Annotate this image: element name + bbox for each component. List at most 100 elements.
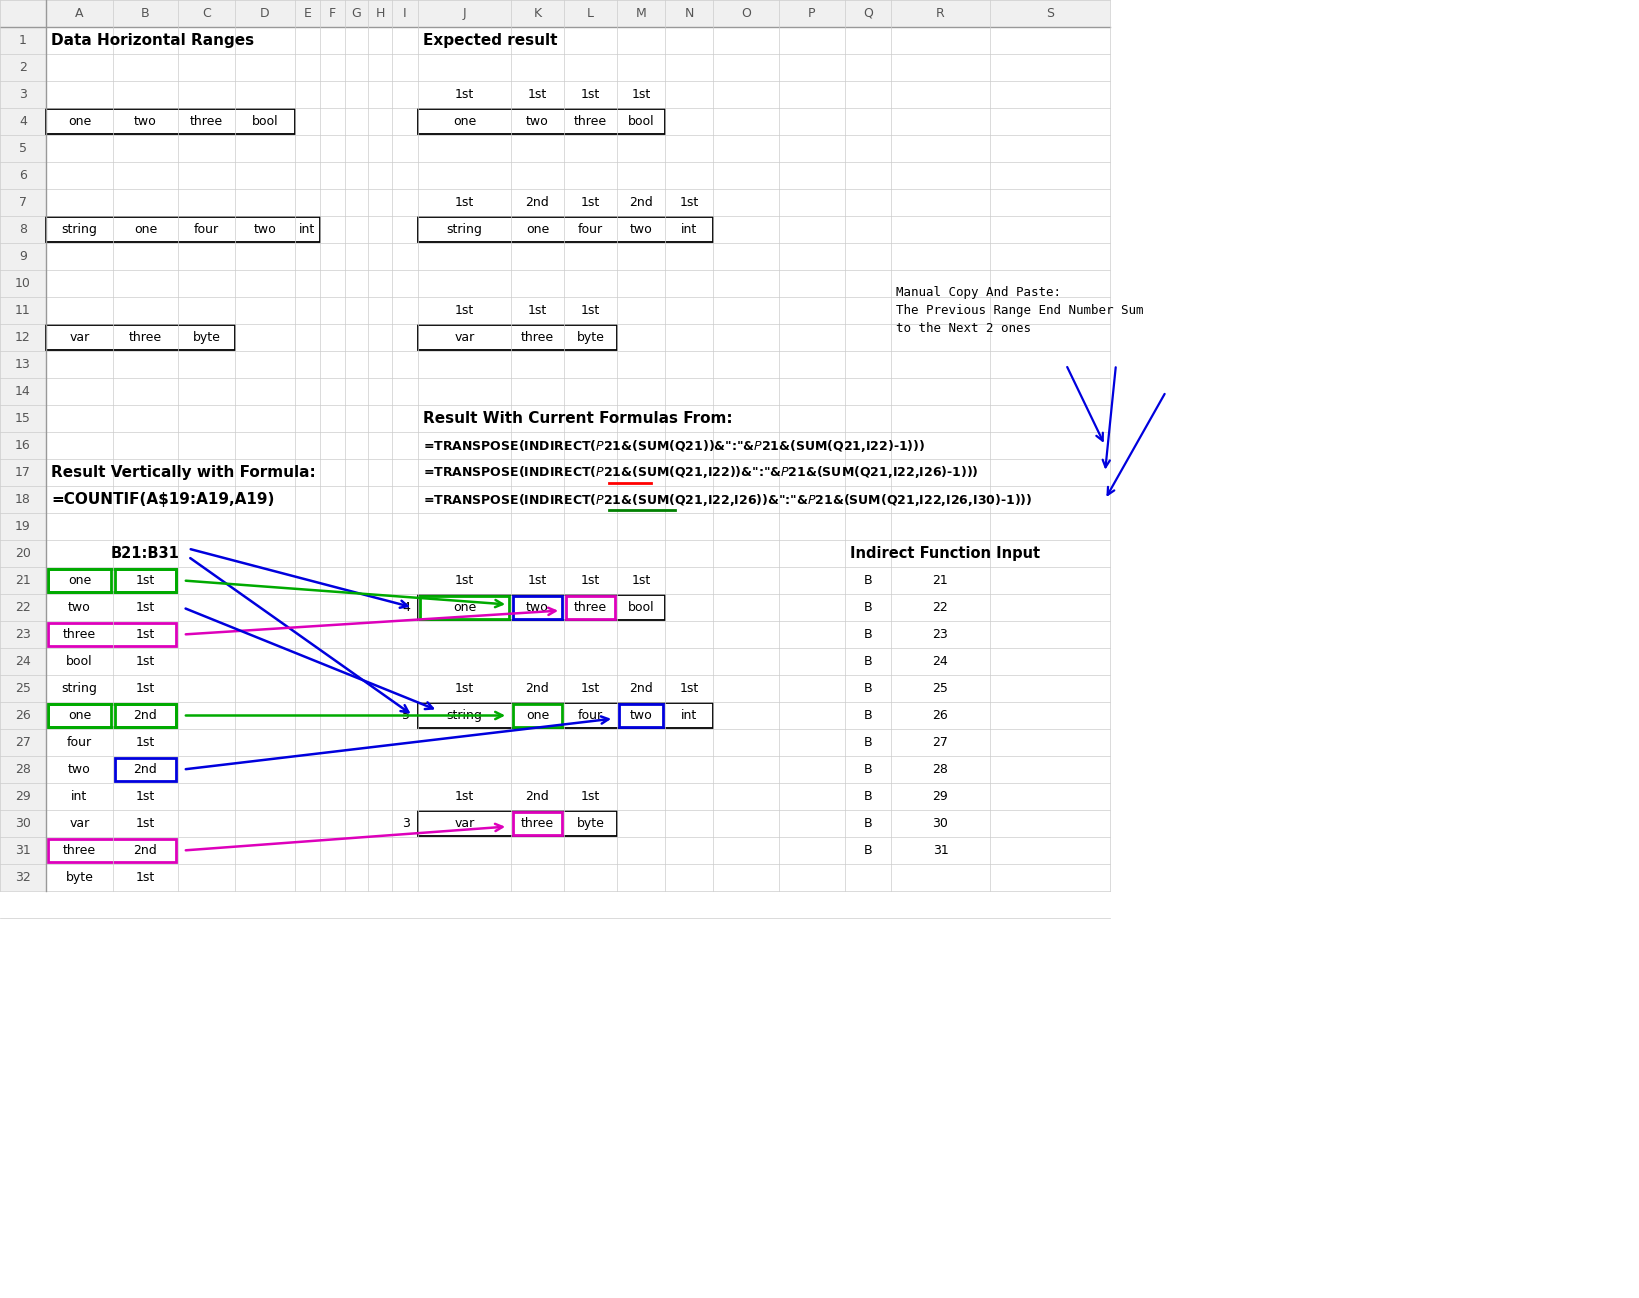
Text: P: P <box>808 6 815 19</box>
Text: B: B <box>864 628 872 641</box>
Text: 21: 21 <box>15 574 31 587</box>
Bar <box>0 378 46 405</box>
Text: 25: 25 <box>933 681 947 694</box>
Bar <box>420 596 508 619</box>
Text: two: two <box>629 709 652 722</box>
Text: 1st: 1st <box>454 790 474 803</box>
Text: O: O <box>741 6 751 19</box>
Text: 2nd: 2nd <box>133 709 157 722</box>
Bar <box>513 596 562 619</box>
Text: Result Vertically with Formula:: Result Vertically with Formula: <box>51 465 316 480</box>
Text: byte: byte <box>66 871 93 884</box>
Bar <box>513 813 562 835</box>
Bar <box>0 864 46 890</box>
Bar <box>0 243 46 270</box>
Bar <box>0 297 46 324</box>
Text: 1st: 1st <box>580 790 600 803</box>
Bar <box>0 620 46 648</box>
Text: 1st: 1st <box>679 681 698 694</box>
Text: 4: 4 <box>20 116 26 129</box>
Text: two: two <box>629 223 652 236</box>
Text: 2nd: 2nd <box>526 790 549 803</box>
Text: 26: 26 <box>933 709 947 722</box>
Text: Indirect Function Input: Indirect Function Input <box>849 546 1039 561</box>
Text: 13: 13 <box>15 358 31 371</box>
Text: one: one <box>134 223 157 236</box>
Text: three: three <box>521 816 554 829</box>
Text: 1st: 1st <box>136 655 156 668</box>
Text: Manual Copy And Paste:
The Previous Range End Number Sum
to the Next 2 ones: Manual Copy And Paste: The Previous Rang… <box>895 286 1142 335</box>
Text: 8: 8 <box>20 223 26 236</box>
Text: bool: bool <box>628 116 654 129</box>
Bar <box>0 0 1110 27</box>
Text: string: string <box>62 223 97 236</box>
Text: B: B <box>864 763 872 776</box>
Text: 27: 27 <box>15 736 31 749</box>
Text: 2nd: 2nd <box>526 681 549 694</box>
Bar <box>0 755 46 783</box>
Text: 18: 18 <box>15 493 31 506</box>
Bar <box>0 55 46 80</box>
Text: 14: 14 <box>15 386 31 398</box>
Text: 28: 28 <box>933 763 947 776</box>
Text: 1st: 1st <box>528 88 547 101</box>
Text: Result With Current Formulas From:: Result With Current Formulas From: <box>423 411 733 426</box>
Text: K: K <box>533 6 541 19</box>
Bar <box>0 80 46 108</box>
Text: F: F <box>329 6 336 19</box>
Text: I: I <box>403 6 406 19</box>
Text: 5: 5 <box>20 141 26 154</box>
Text: 1st: 1st <box>580 88 600 101</box>
Bar <box>0 108 46 135</box>
Bar <box>0 485 46 513</box>
Text: two: two <box>254 223 277 236</box>
Text: B: B <box>864 574 872 587</box>
Text: 5: 5 <box>402 709 410 722</box>
Text: two: two <box>526 116 549 129</box>
Bar <box>0 270 46 297</box>
Text: bool: bool <box>251 116 279 129</box>
Text: string: string <box>446 223 482 236</box>
Text: one: one <box>67 709 92 722</box>
Text: A: A <box>75 6 84 19</box>
Text: bool: bool <box>628 601 654 614</box>
Text: =TRANSPOSE(INDIRECT($P$21&(SUM(Q21,I22))&":"&$P$21&(SUM(Q21,I22,I26)-1))): =TRANSPOSE(INDIRECT($P$21&(SUM(Q21,I22))… <box>423 465 978 480</box>
Text: one: one <box>452 116 475 129</box>
Text: three: three <box>574 601 606 614</box>
Bar <box>0 675 46 702</box>
Bar <box>48 704 111 727</box>
Text: 2nd: 2nd <box>629 681 652 694</box>
Text: var: var <box>69 816 90 829</box>
Text: 2nd: 2nd <box>526 196 549 209</box>
Text: int: int <box>680 223 697 236</box>
Bar <box>0 135 46 162</box>
Text: 1st: 1st <box>454 681 474 694</box>
Bar <box>46 217 320 241</box>
Text: three: three <box>190 116 223 129</box>
Bar <box>0 648 46 675</box>
Text: 6: 6 <box>20 169 26 182</box>
Bar <box>0 350 46 378</box>
Text: 1st: 1st <box>528 574 547 587</box>
Text: M: M <box>636 6 646 19</box>
Text: 1st: 1st <box>136 628 156 641</box>
Text: 1st: 1st <box>454 196 474 209</box>
Bar <box>0 459 46 485</box>
Bar <box>0 729 46 755</box>
Text: E: E <box>303 6 311 19</box>
Text: 22: 22 <box>933 601 947 614</box>
Text: 24: 24 <box>933 655 947 668</box>
Text: 30: 30 <box>933 816 947 829</box>
Text: 30: 30 <box>15 816 31 829</box>
Text: 23: 23 <box>15 628 31 641</box>
Text: 7: 7 <box>20 196 26 209</box>
Text: =COUNTIF(A$19:A19,A19): =COUNTIF(A$19:A19,A19) <box>51 492 274 508</box>
Bar <box>48 569 175 592</box>
Text: 29: 29 <box>15 790 31 803</box>
Text: 1st: 1st <box>136 601 156 614</box>
Text: two: two <box>526 601 549 614</box>
Text: S: S <box>1046 6 1054 19</box>
Text: var: var <box>69 331 90 344</box>
Text: 2nd: 2nd <box>133 763 157 776</box>
Text: 1st: 1st <box>631 88 651 101</box>
